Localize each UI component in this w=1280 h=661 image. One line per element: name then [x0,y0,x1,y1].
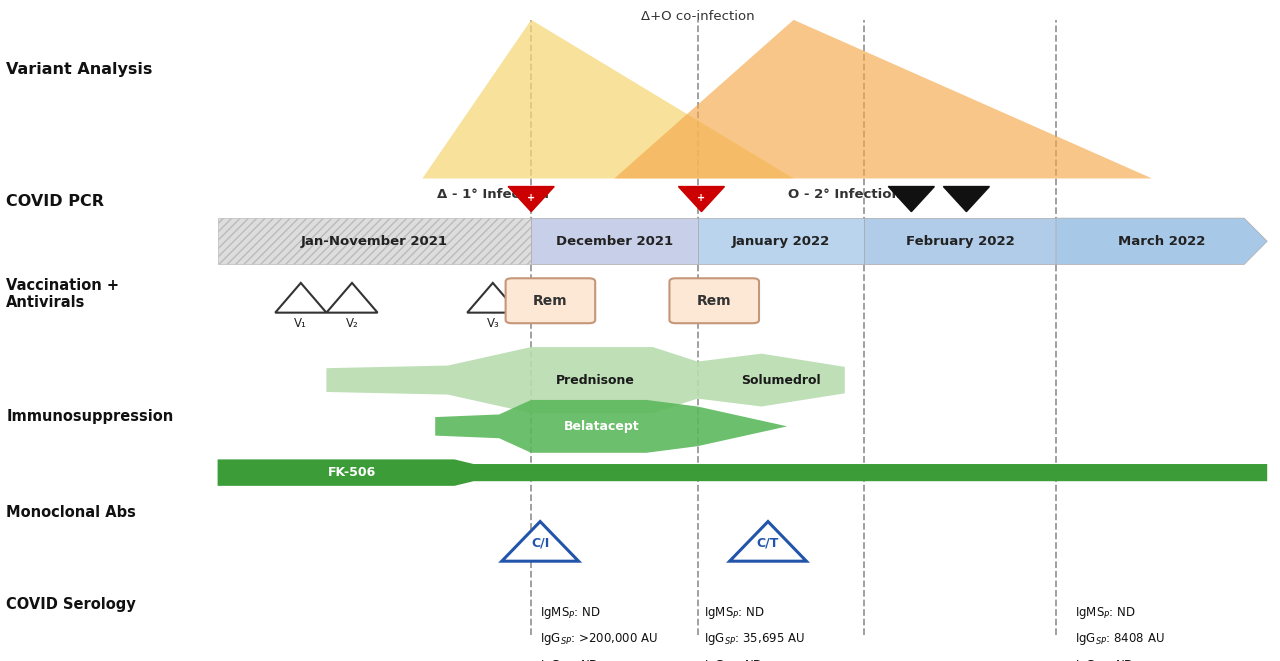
Text: C/I: C/I [531,537,549,550]
Text: Δ - 1° Infection: Δ - 1° Infection [436,188,549,202]
Polygon shape [943,186,989,212]
Text: Rem: Rem [696,293,732,308]
Text: V₂: V₂ [346,317,358,330]
Text: FK-506: FK-506 [328,466,376,479]
Text: March 2022: March 2022 [1117,235,1206,248]
Text: IgG$_{NC}$: ND: IgG$_{NC}$: ND [704,658,763,661]
Text: IgMS$_P$: ND: IgMS$_P$: ND [1075,605,1135,621]
Text: O - 2° Infection: O - 2° Infection [788,188,901,202]
Text: Δ+O co-infection: Δ+O co-infection [641,10,754,23]
Text: January 2022: January 2022 [732,235,829,248]
Text: COVID PCR: COVID PCR [6,194,105,209]
Text: Immunosuppression: Immunosuppression [6,409,174,424]
Text: V₃: V₃ [486,317,499,330]
Text: +: + [698,193,705,203]
Text: IgG$_{NC}$: ND: IgG$_{NC}$: ND [1075,658,1134,661]
Text: Variant Analysis: Variant Analysis [6,62,152,77]
Bar [698,218,864,264]
Text: IgG$_{SP}$: >200,000 AU: IgG$_{SP}$: >200,000 AU [540,631,658,647]
FancyBboxPatch shape [669,278,759,323]
Text: IgG$_{NC}$: ND: IgG$_{NC}$: ND [540,658,599,661]
Polygon shape [502,522,579,561]
Text: +: + [527,193,535,203]
Polygon shape [888,186,934,212]
Polygon shape [435,400,787,453]
Polygon shape [508,186,554,212]
FancyBboxPatch shape [506,278,595,323]
Text: V₁: V₁ [294,317,307,330]
Polygon shape [218,459,1267,486]
Text: IgG$_{SP}$: 8408 AU: IgG$_{SP}$: 8408 AU [1075,631,1165,647]
Text: February 2022: February 2022 [906,235,1014,248]
Text: Prednisone: Prednisone [556,373,635,387]
Text: COVID Serology: COVID Serology [6,598,136,612]
Polygon shape [678,186,724,212]
Polygon shape [326,283,378,313]
Polygon shape [1056,218,1267,264]
Text: Jan-November 2021: Jan-November 2021 [301,235,448,248]
Bar [531,218,698,264]
Polygon shape [326,347,845,413]
Polygon shape [275,283,326,313]
Text: Solumedrol: Solumedrol [741,373,820,387]
Polygon shape [422,20,794,178]
Text: IgMS$_P$: ND: IgMS$_P$: ND [704,605,764,621]
Text: Rem: Rem [532,293,568,308]
Bar [218,218,531,264]
Text: C/T: C/T [756,537,780,550]
Text: Monoclonal Abs: Monoclonal Abs [6,505,136,520]
Polygon shape [614,20,1152,178]
Bar [864,218,1056,264]
Polygon shape [467,283,518,313]
Text: IgMS$_P$: ND: IgMS$_P$: ND [540,605,600,621]
Polygon shape [730,522,806,561]
Text: Vaccination +
Antivirals: Vaccination + Antivirals [6,278,119,311]
Text: December 2021: December 2021 [556,235,673,248]
Text: Belatacept: Belatacept [563,420,640,433]
Text: IgG$_{SP}$: 35,695 AU: IgG$_{SP}$: 35,695 AU [704,631,805,647]
